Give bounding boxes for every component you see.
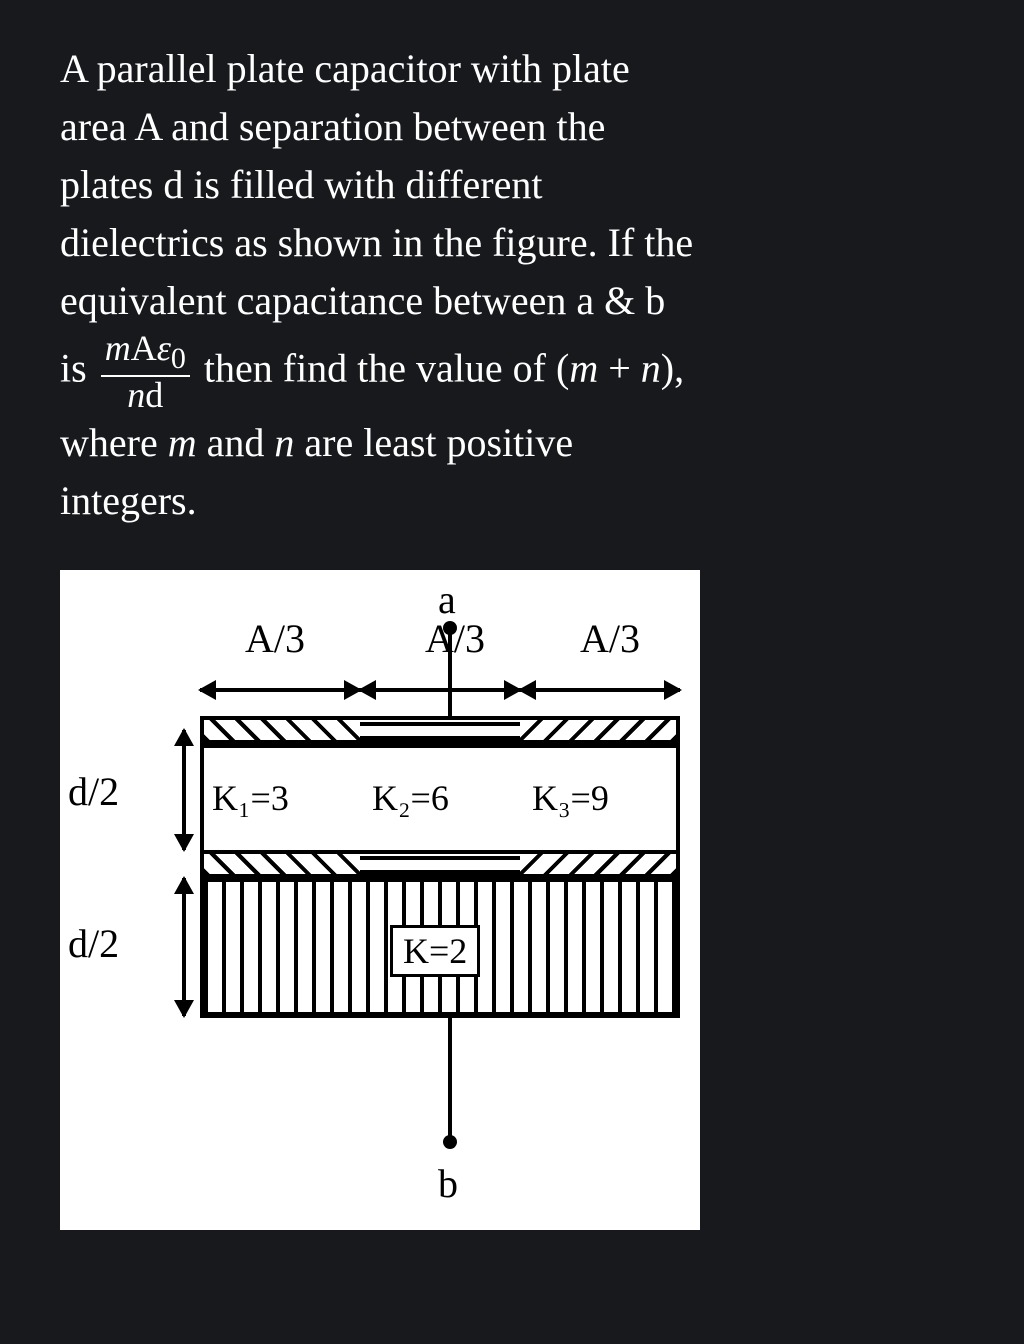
mvar: m <box>569 345 598 390</box>
frac-A: A <box>131 328 157 368</box>
q-l2-post: and separation between the <box>161 104 605 149</box>
bottom-plate <box>200 1012 680 1018</box>
terminal-a-label: a <box>438 576 456 623</box>
frac-d: d <box>145 375 163 415</box>
m2: m <box>168 420 197 465</box>
q-l3-post: is filled with different <box>183 162 542 207</box>
row2-arrow <box>182 878 186 1016</box>
k-bottom-label: K=2 <box>390 925 480 977</box>
terminal-b-wire <box>448 1018 452 1138</box>
k1-label: K₁=3 <box>210 777 291 819</box>
q-l2-pre: area <box>60 104 134 149</box>
q-l4: dielectrics as shown in the figure. If t… <box>60 220 693 265</box>
frac-eps: ε <box>157 328 171 368</box>
col1-label: A/3 <box>245 615 305 662</box>
paren-open: ( <box>556 345 569 390</box>
col3-arrow <box>520 688 680 692</box>
k2-label: K₂=6 <box>370 777 451 819</box>
q-l6-mid: then find the value of <box>194 345 556 390</box>
q-d: d <box>163 162 183 207</box>
q-a: a <box>576 278 594 323</box>
frac-m: m <box>105 328 131 368</box>
top-plate-hatch3 <box>520 720 676 740</box>
paren-close: ), <box>661 345 684 390</box>
q-l6-pre: is <box>60 345 97 390</box>
q-l3-pre: plates <box>60 162 163 207</box>
question-text: A parallel plate capacitor with plate ar… <box>60 40 964 530</box>
row2-label: d/2 <box>68 920 119 967</box>
col3-label: A/3 <box>580 615 640 662</box>
q-A: A <box>134 104 161 149</box>
q-amp: & <box>594 278 645 323</box>
q-l5-pre: equivalent capacitance between <box>60 278 576 323</box>
terminal-b-dot <box>443 1135 457 1149</box>
capacitor-diagram: A/3 A/3 A/3 a K₁=3 K₂=6 K₃=9 K=2 <box>60 570 700 1230</box>
top-plate-hatch2 <box>360 720 520 740</box>
and: and <box>197 420 275 465</box>
q-l8: integers. <box>60 478 197 523</box>
plus: + <box>598 345 641 390</box>
terminal-b-label: b <box>438 1160 458 1207</box>
mid-plate-hatch2 <box>360 854 520 874</box>
row1-label: d/2 <box>68 768 119 815</box>
q-l7-post: are least positive <box>294 420 573 465</box>
q-b: b <box>645 278 665 323</box>
terminal-a-wire <box>448 628 452 720</box>
mid-plate-hatch1 <box>204 854 360 874</box>
frac-eps-sub: 0 <box>171 342 186 375</box>
n2: n <box>274 420 294 465</box>
top-plate-hatch1 <box>204 720 360 740</box>
nvar: n <box>641 345 661 390</box>
col2-arrow <box>360 688 520 692</box>
frac-n: n <box>127 375 145 415</box>
row1-arrow <box>182 730 186 850</box>
mid-plate-hatch3 <box>520 854 676 874</box>
q-line1: A parallel plate capacitor with plate <box>60 46 630 91</box>
k3-label: K₃=9 <box>530 777 611 819</box>
col1-arrow <box>200 688 360 692</box>
capacitance-fraction: mAε0 nd <box>101 330 190 414</box>
q-l7-pre: where <box>60 420 168 465</box>
